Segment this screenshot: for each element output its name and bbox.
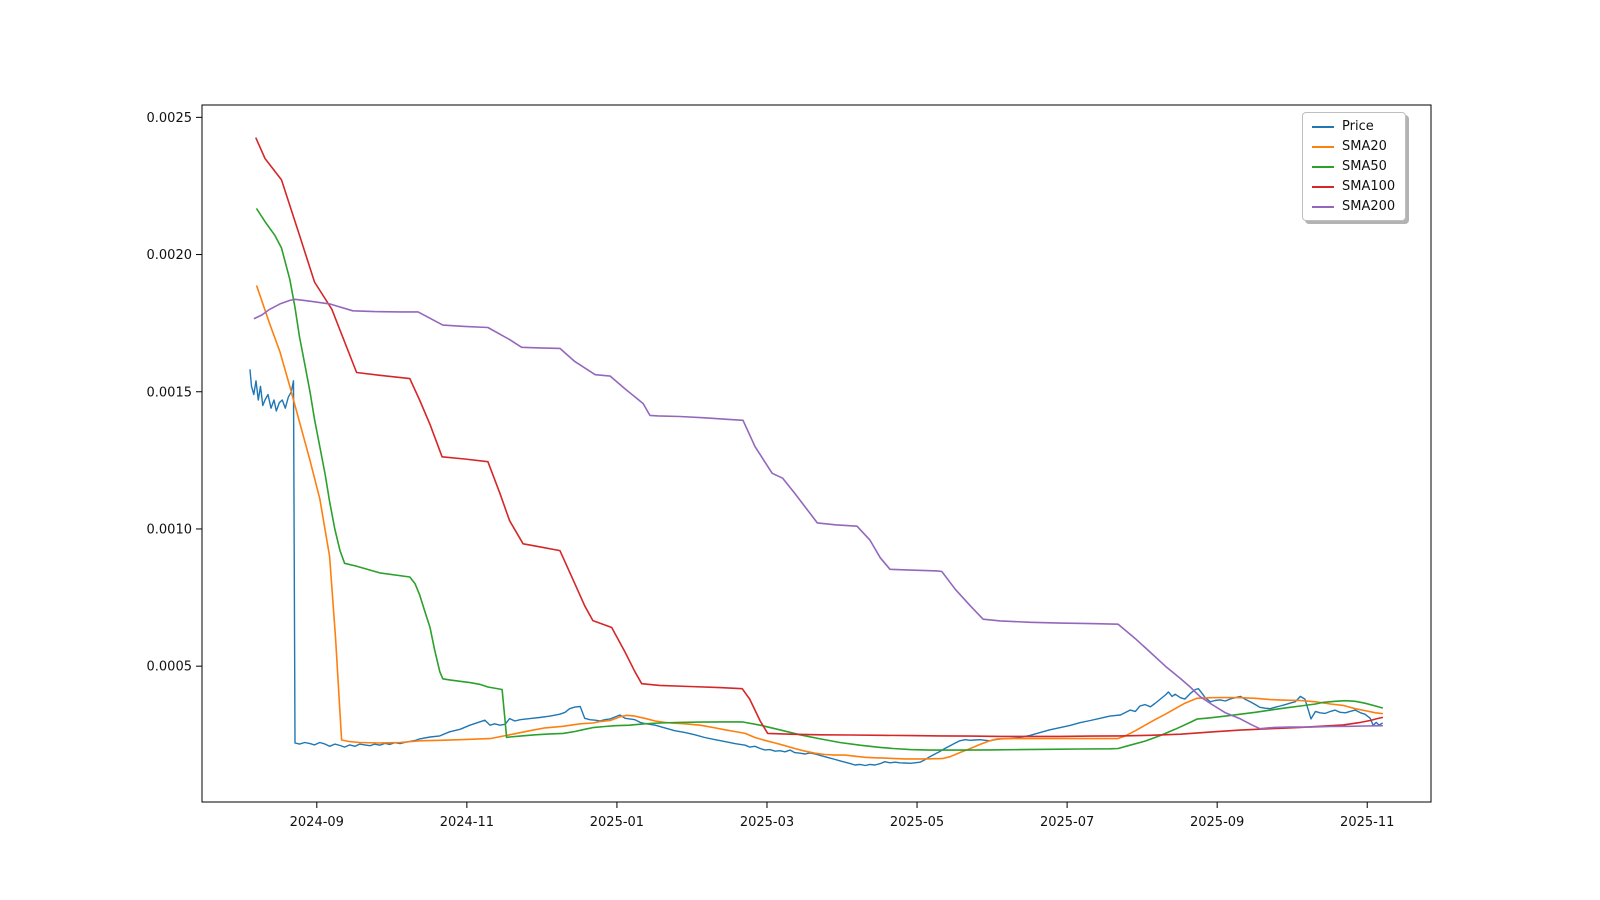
legend-label: Price [1342, 119, 1374, 134]
x-tick-label: 2025-01 [590, 815, 644, 830]
y-tick-label: 0.0015 [147, 385, 193, 400]
legend-item-sma100: SMA100 [1312, 180, 1395, 193]
x-tick-label: 2024-09 [290, 815, 344, 830]
series-line-price [249, 369, 1383, 767]
series-line-sma200 [253, 298, 1383, 730]
y-tick-label: 0.0005 [147, 660, 193, 675]
legend-item-sma200: SMA200 [1312, 200, 1395, 213]
plot-area [201, 104, 1432, 803]
legend-line-swatch-icon [1312, 165, 1334, 168]
y-tick-label: 0.0025 [147, 111, 193, 126]
x-axis: 2024-09 2024-11 2025-01 2025-03 2025-05 2025-… [290, 802, 1394, 830]
legend-item-sma50: SMA50 [1312, 160, 1395, 173]
x-tick-label: 2025-07 [1040, 815, 1094, 830]
x-tick-label: 2025-09 [1190, 815, 1244, 830]
y-tick-label: 0.0020 [147, 248, 193, 263]
legend-line-swatch-icon [1312, 125, 1334, 128]
series-line-sma50 [255, 208, 1383, 751]
legend-label: SMA100 [1342, 179, 1396, 194]
legend-line-swatch-icon [1312, 145, 1334, 148]
legend-line-swatch-icon [1312, 205, 1334, 208]
legend-label: SMA200 [1342, 199, 1396, 214]
x-tick-label: 2025-05 [890, 815, 944, 830]
legend-item-price: Price [1312, 120, 1395, 133]
y-tick-label: 0.0010 [147, 522, 193, 537]
x-tick-label: 2025-03 [740, 815, 794, 830]
y-axis: 0.0005 0.0010 0.0015 0.0020 0.0025 [147, 111, 202, 675]
legend-line-swatch-icon [1312, 185, 1334, 188]
chart-legend: Price SMA20 SMA50 SMA100 SMA200 [1302, 112, 1407, 221]
legend-item-sma20: SMA20 [1312, 140, 1395, 153]
series-line-sma100 [255, 137, 1383, 738]
legend-label: SMA20 [1342, 139, 1387, 154]
legend-label: SMA50 [1342, 159, 1387, 174]
x-tick-label: 2025-11 [1340, 815, 1394, 830]
series-line-sma20 [255, 285, 1383, 760]
x-tick-label: 2024-11 [440, 815, 494, 830]
